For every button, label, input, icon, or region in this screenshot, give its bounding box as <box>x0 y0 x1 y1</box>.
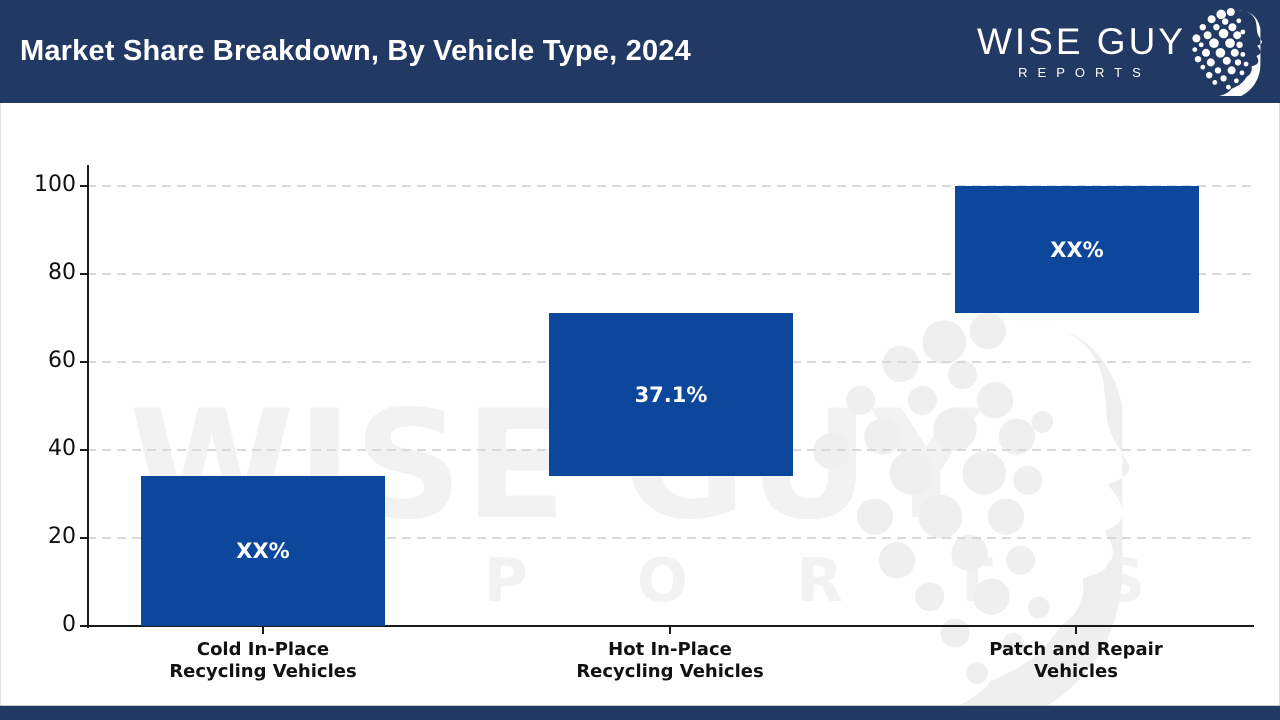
y-tick-label: 20 <box>48 524 76 549</box>
bar-segment: XX% <box>955 186 1199 314</box>
x-category-label: Patch and Repair Vehicles <box>989 639 1163 682</box>
y-tick-mark <box>80 449 87 451</box>
y-tick-mark <box>80 537 87 539</box>
x-tick-mark <box>1075 627 1077 634</box>
x-category-label: Cold In-Place Recycling Vehicles <box>169 639 357 682</box>
grid-line <box>87 185 1254 187</box>
y-tick-label: 40 <box>48 436 76 461</box>
bar-value-label: 37.1% <box>634 382 708 407</box>
header: Market Share Breakdown, By Vehicle Type,… <box>0 0 1280 103</box>
x-axis-line <box>87 625 1254 627</box>
y-axis-line <box>87 165 89 628</box>
y-tick-mark <box>80 185 87 187</box>
y-tick-label: 80 <box>48 260 76 285</box>
y-tick-mark <box>80 625 87 627</box>
bar-value-label: XX% <box>236 539 290 564</box>
x-tick-mark <box>669 627 671 634</box>
brand-subtitle: REPORTS <box>1018 65 1151 80</box>
page-title: Market Share Breakdown, By Vehicle Type,… <box>20 35 691 67</box>
y-tick-mark <box>80 361 87 363</box>
grid-line <box>87 537 1254 539</box>
brand-face-icon <box>1192 7 1262 96</box>
bar-segment: XX% <box>141 476 385 626</box>
y-tick-label: 60 <box>48 348 76 373</box>
brand-logo: WISE GUY REPORTS <box>977 7 1264 96</box>
y-tick-label: 0 <box>62 612 76 637</box>
y-tick-mark <box>80 273 87 275</box>
brand-name: WISE GUY <box>976 21 1186 62</box>
x-category-label: Hot In-Place Recycling Vehicles <box>576 639 764 682</box>
x-tick-mark <box>262 627 264 634</box>
bar-value-label: XX% <box>1050 237 1104 262</box>
brand-logo-text: WISE GUY REPORTS <box>977 23 1186 80</box>
y-tick-label: 100 <box>34 172 76 197</box>
grid-line <box>87 273 1254 275</box>
footer-bar <box>0 705 1280 720</box>
bar-segment: 37.1% <box>549 313 793 477</box>
watermark-face-icon <box>813 313 1130 713</box>
